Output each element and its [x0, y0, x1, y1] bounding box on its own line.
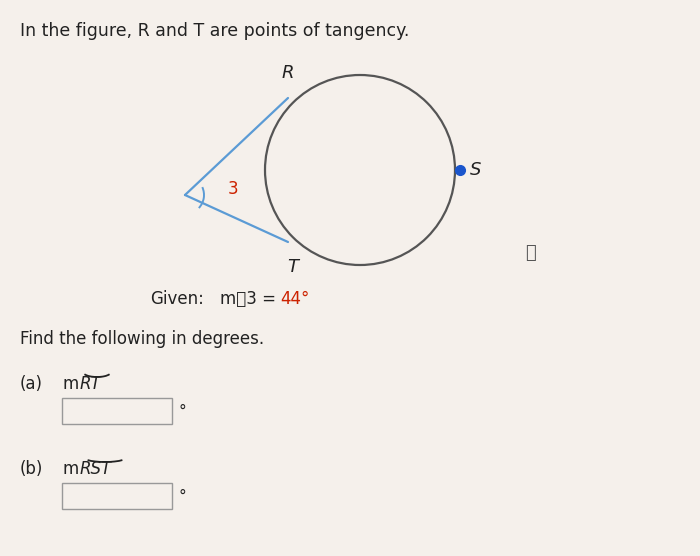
Text: ⓘ: ⓘ	[524, 244, 536, 262]
FancyBboxPatch shape	[62, 398, 172, 424]
Text: RST: RST	[80, 460, 112, 478]
Text: 3: 3	[228, 181, 238, 198]
Text: m: m	[62, 460, 78, 478]
Text: RT: RT	[80, 375, 101, 393]
Text: Find the following in degrees.: Find the following in degrees.	[20, 330, 264, 348]
Text: °: °	[178, 404, 186, 419]
FancyBboxPatch shape	[62, 483, 172, 509]
Text: (a): (a)	[20, 375, 43, 393]
Text: 44°: 44°	[280, 290, 309, 308]
Text: In the figure, R and T are points of tangency.: In the figure, R and T are points of tan…	[20, 22, 409, 40]
Text: S: S	[470, 161, 482, 179]
Text: T: T	[288, 258, 298, 276]
Text: (b): (b)	[20, 460, 43, 478]
Text: m⌢3 =: m⌢3 =	[220, 290, 281, 308]
Text: °: °	[178, 489, 186, 504]
Text: R: R	[281, 64, 294, 82]
Text: m: m	[62, 375, 78, 393]
Text: Given:: Given:	[150, 290, 204, 308]
